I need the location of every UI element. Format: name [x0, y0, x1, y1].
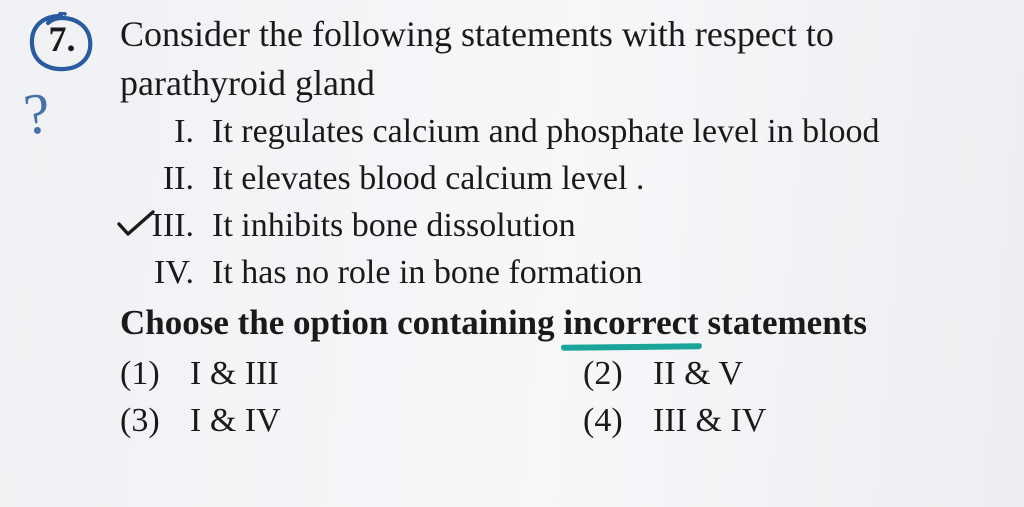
choose-highlight: incorrect: [563, 299, 698, 347]
statement-row: IV. It has no role in bone formation: [120, 250, 1006, 297]
option-grid: (1) I & III (2) II & V (3) I & IV (4) II…: [120, 351, 1006, 445]
statement-num: IV.: [120, 250, 212, 297]
option-text: III & IV: [653, 398, 766, 445]
question-stem: Consider the following statements with r…: [120, 10, 1006, 107]
statement-num: I.: [120, 109, 212, 156]
option-text: I & IV: [190, 398, 281, 445]
option-text: I & III: [190, 351, 279, 398]
option-text: II & V: [653, 351, 743, 398]
statement-num: III.: [120, 203, 212, 250]
statement-list: I. It regulates calcium and phosphate le…: [120, 109, 1006, 297]
statement-text: It has no role in bone formation: [212, 250, 1006, 297]
question-page: 7. ? Consider the following statements w…: [0, 0, 1024, 507]
question-content: Consider the following statements with r…: [120, 10, 1006, 445]
option: (3) I & IV: [120, 398, 543, 445]
statement-row: III. It inhibits bone dissolution: [120, 203, 1006, 250]
option-num: (1): [120, 351, 190, 398]
choose-suffix: statements: [699, 303, 867, 342]
choose-instruction: Choose the option containing incorrect s…: [120, 299, 1006, 347]
option-num: (4): [583, 398, 653, 445]
statement-text: It elevates blood calcium level .: [212, 156, 1006, 203]
question-number: 7.: [26, 18, 98, 60]
option: (1) I & III: [120, 351, 543, 398]
option-num: (2): [583, 351, 653, 398]
option: (2) II & V: [583, 351, 1006, 398]
question-number-wrap: 7.: [26, 14, 98, 78]
statement-row: II. It elevates blood calcium level .: [120, 156, 1006, 203]
statement-row: I. It regulates calcium and phosphate le…: [120, 109, 1006, 156]
option-num: (3): [120, 398, 190, 445]
option: (4) III & IV: [583, 398, 1006, 445]
statement-num: II.: [120, 156, 212, 203]
handwritten-question-mark: ?: [21, 79, 54, 148]
statement-text: It inhibits bone dissolution: [212, 203, 1006, 250]
choose-prefix: Choose the option containing: [120, 303, 563, 342]
statement-text: It regulates calcium and phosphate level…: [212, 109, 1006, 156]
